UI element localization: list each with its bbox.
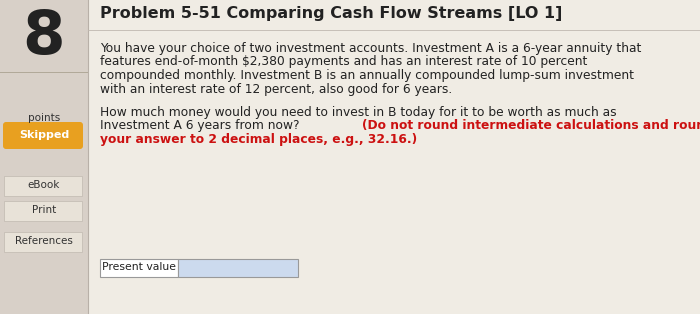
- Text: Problem 5-51 Comparing Cash Flow Streams [LO 1]: Problem 5-51 Comparing Cash Flow Streams…: [100, 6, 562, 21]
- Text: How much money would you need to invest in B today for it to be worth as much as: How much money would you need to invest …: [100, 106, 617, 119]
- Text: (Do not round intermediate calculations and round: (Do not round intermediate calculations …: [363, 120, 700, 133]
- Text: 8: 8: [22, 8, 65, 67]
- FancyBboxPatch shape: [178, 259, 298, 277]
- FancyBboxPatch shape: [100, 259, 178, 277]
- FancyBboxPatch shape: [0, 0, 88, 314]
- Text: features end-of-month $2,380 payments and has an interest rate of 10 percent: features end-of-month $2,380 payments an…: [100, 56, 587, 68]
- Text: Present value: Present value: [102, 262, 176, 272]
- FancyBboxPatch shape: [3, 122, 83, 149]
- Text: References: References: [15, 236, 73, 246]
- FancyBboxPatch shape: [4, 201, 82, 221]
- Text: compounded monthly. Investment B is an annually compounded lump-sum investment: compounded monthly. Investment B is an a…: [100, 69, 634, 82]
- FancyBboxPatch shape: [4, 176, 82, 196]
- Text: Skipped: Skipped: [19, 130, 69, 140]
- Text: You have your choice of two investment accounts. Investment A is a 6-year annuit: You have your choice of two investment a…: [100, 42, 641, 55]
- Text: with an interest rate of 12 percent, also good for 6 years.: with an interest rate of 12 percent, als…: [100, 83, 452, 95]
- Text: Print: Print: [32, 205, 56, 215]
- Text: points: points: [28, 113, 60, 123]
- FancyBboxPatch shape: [4, 232, 82, 252]
- FancyBboxPatch shape: [88, 0, 700, 314]
- Text: your answer to 2 decimal places, e.g., 32.16.): your answer to 2 decimal places, e.g., 3…: [100, 133, 417, 146]
- Text: eBook: eBook: [28, 180, 60, 190]
- Text: Investment A 6 years from now?: Investment A 6 years from now?: [100, 120, 303, 133]
